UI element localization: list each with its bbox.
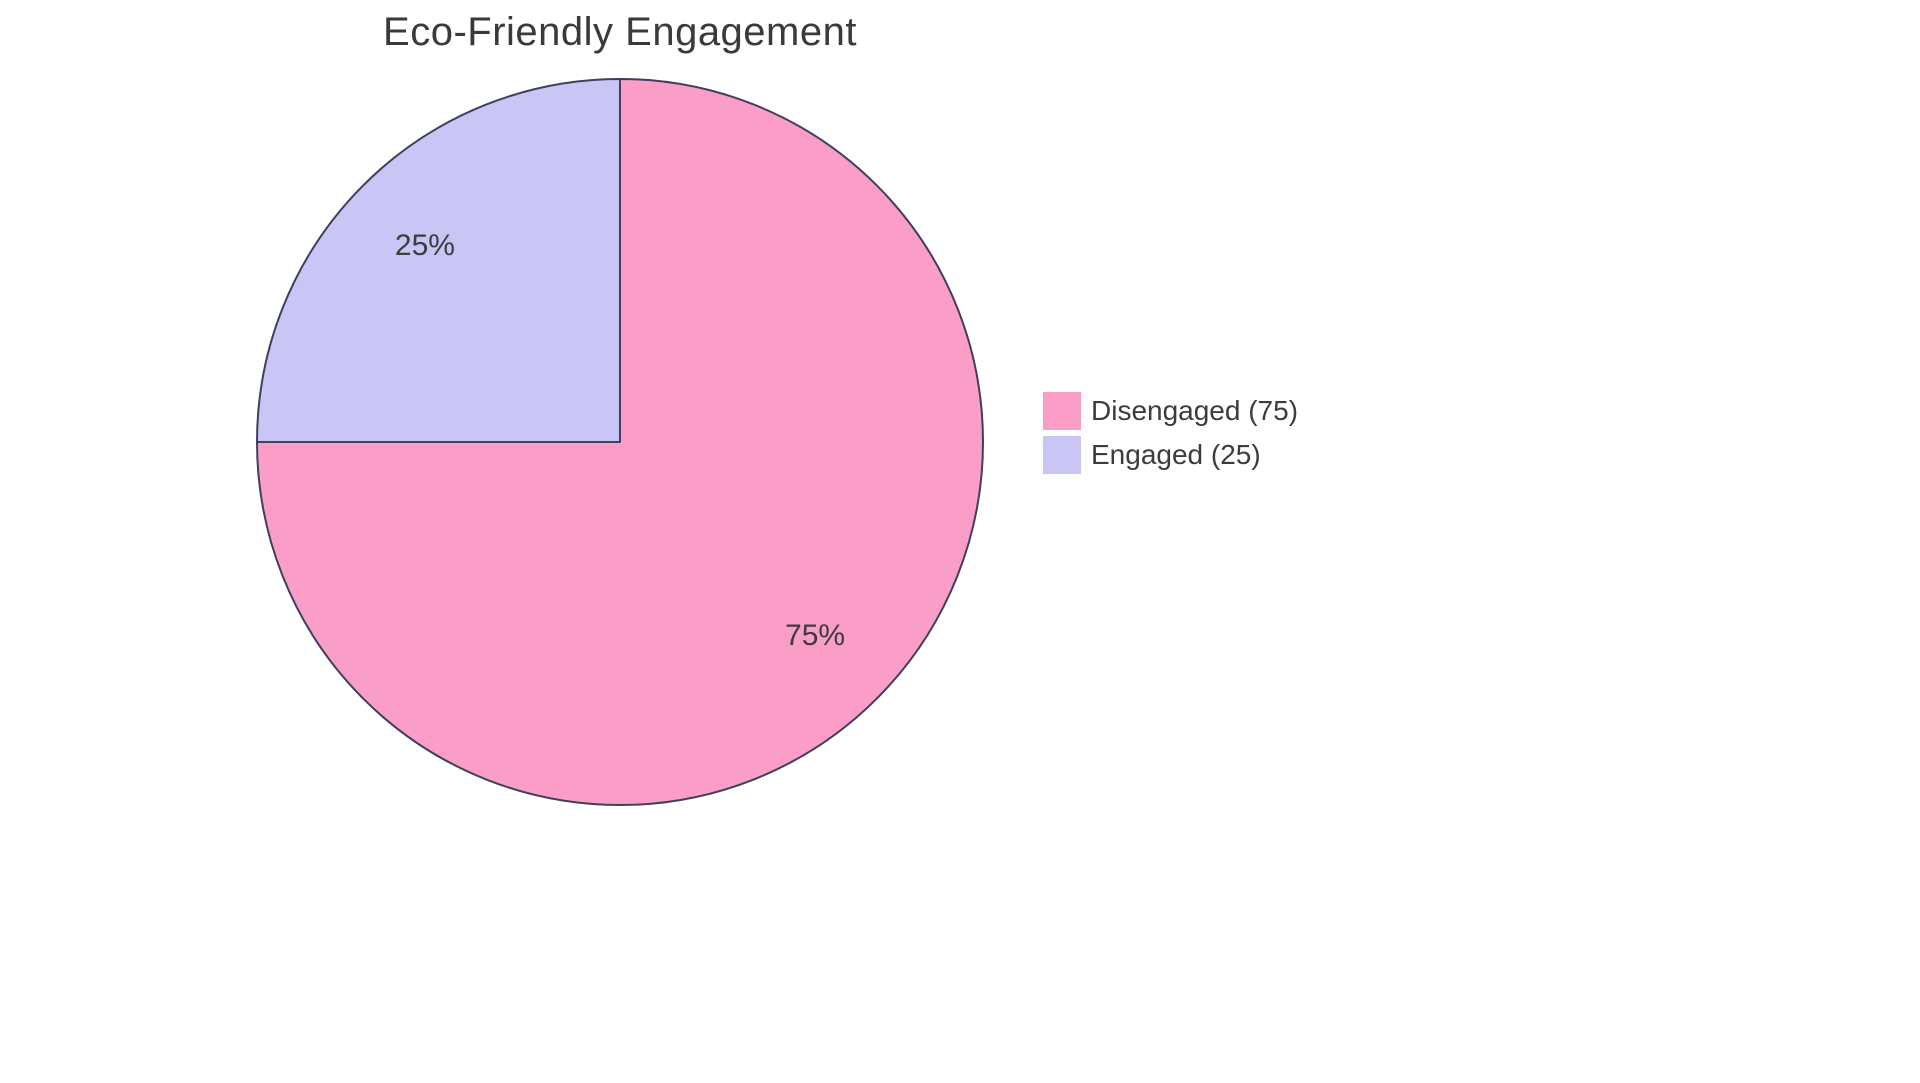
chart-title: Eco-Friendly Engagement: [383, 10, 857, 54]
legend-swatch-disengaged: [1043, 392, 1081, 430]
legend-item-engaged: Engaged (25): [1043, 436, 1298, 474]
pie-slice-engaged: [256, 78, 621, 443]
legend-label-engaged: Engaged (25): [1091, 439, 1261, 470]
slice-pct-label-engaged: 25%: [395, 229, 455, 262]
legend-item-disengaged: Disengaged (75): [1043, 392, 1298, 430]
legend-label-disengaged: Disengaged (75): [1091, 395, 1299, 426]
legend-swatch-engaged: [1043, 436, 1081, 474]
legend: Disengaged (75) Engaged (25): [1043, 392, 1298, 474]
slice-pct-label-disengaged: 75%: [785, 619, 845, 652]
